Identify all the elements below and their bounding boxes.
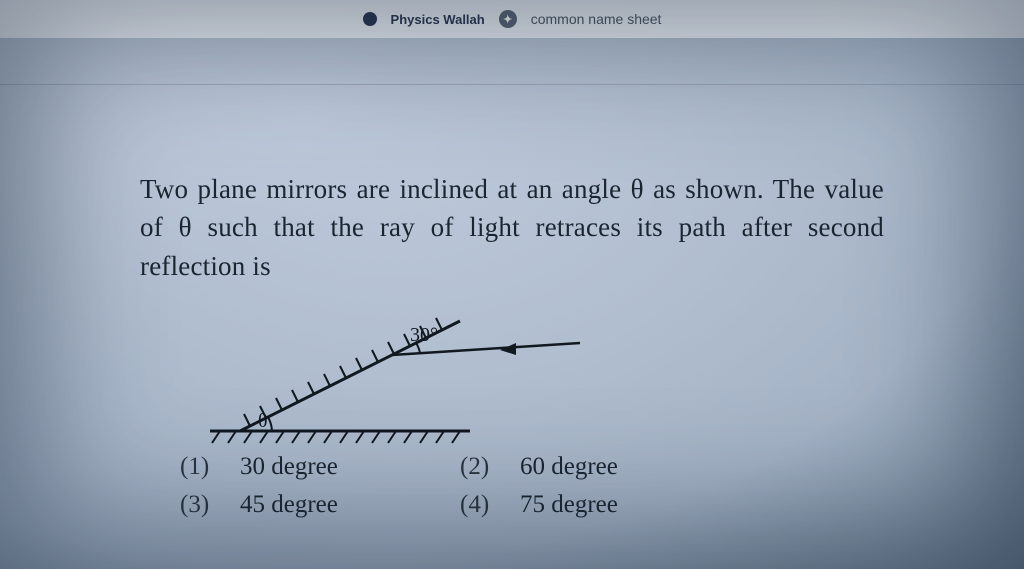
option-1-text: 30 degree: [240, 453, 460, 481]
option-4-text: 75 degree: [520, 491, 740, 519]
option-1-num: (1): [180, 453, 240, 481]
option-2-num: (2): [460, 453, 520, 481]
page-header: Physics Wallah ✦ common name sheet: [0, 0, 1024, 38]
angle-30-label: 30°: [410, 324, 438, 346]
option-2-text: 60 degree: [520, 453, 740, 481]
option-3-text: 45 degree: [240, 491, 460, 519]
options-grid: (1) 30 degree (2) 60 degree (3) 45 degre…: [180, 453, 884, 519]
header-divider: [0, 84, 1024, 85]
question-block: Two plane mirrors are inclined at an ang…: [140, 170, 884, 519]
page-surface: Physics Wallah ✦ common name sheet Two p…: [0, 0, 1024, 569]
brand-dot-icon: [363, 12, 377, 26]
question-text: Two plane mirrors are inclined at an ang…: [140, 170, 884, 285]
brand-name: Physics Wallah: [391, 12, 485, 27]
option-4-num: (4): [460, 491, 520, 519]
globe-icon: ✦: [499, 10, 517, 28]
option-3-num: (3): [180, 491, 240, 519]
sheet-label: common name sheet: [531, 11, 662, 27]
mirror-diagram: 30° θ: [180, 303, 884, 453]
angle-theta-label: θ: [258, 410, 268, 432]
